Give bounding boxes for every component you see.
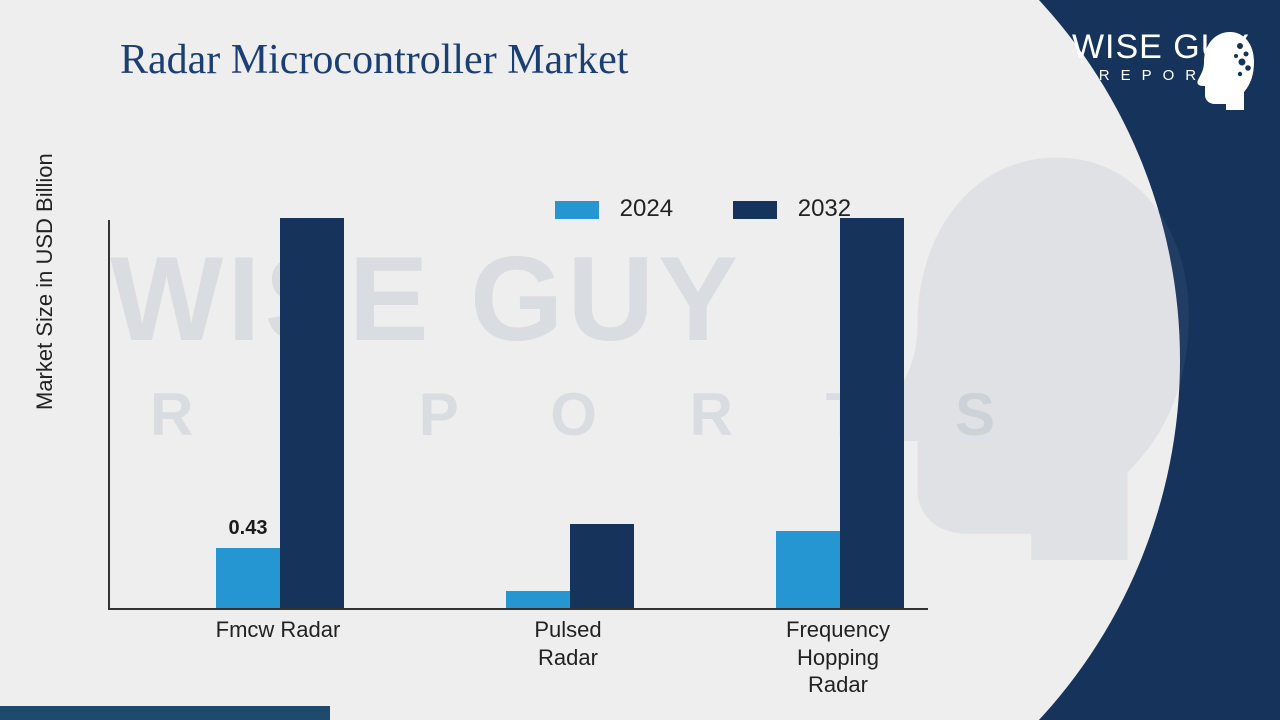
bar xyxy=(280,218,344,608)
category-label: Fmcw Radar xyxy=(178,616,378,644)
plot-region: 0.43 xyxy=(108,220,928,610)
bar xyxy=(840,218,904,608)
bottom-accent-bar xyxy=(0,706,330,720)
bar xyxy=(570,524,634,608)
bar xyxy=(216,548,280,608)
y-axis-label: Market Size in USD Billion xyxy=(32,153,58,410)
chart-area: Market Size in USD Billion 0.43 Fmcw Rad… xyxy=(90,210,950,680)
chart-title: Radar Microcontroller Market xyxy=(120,36,628,84)
bar xyxy=(776,531,840,608)
category-label: PulsedRadar xyxy=(468,616,668,671)
chart-card: WISE GUY R E P O R T S WISE GUY REPORTS … xyxy=(0,0,1280,720)
data-label: 0.43 xyxy=(208,517,288,540)
category-label: FrequencyHoppingRadar xyxy=(738,616,938,699)
logo-head-icon xyxy=(1196,30,1256,110)
brand-logo: WISE GUY REPORTS xyxy=(1072,30,1250,83)
bar xyxy=(506,591,570,608)
